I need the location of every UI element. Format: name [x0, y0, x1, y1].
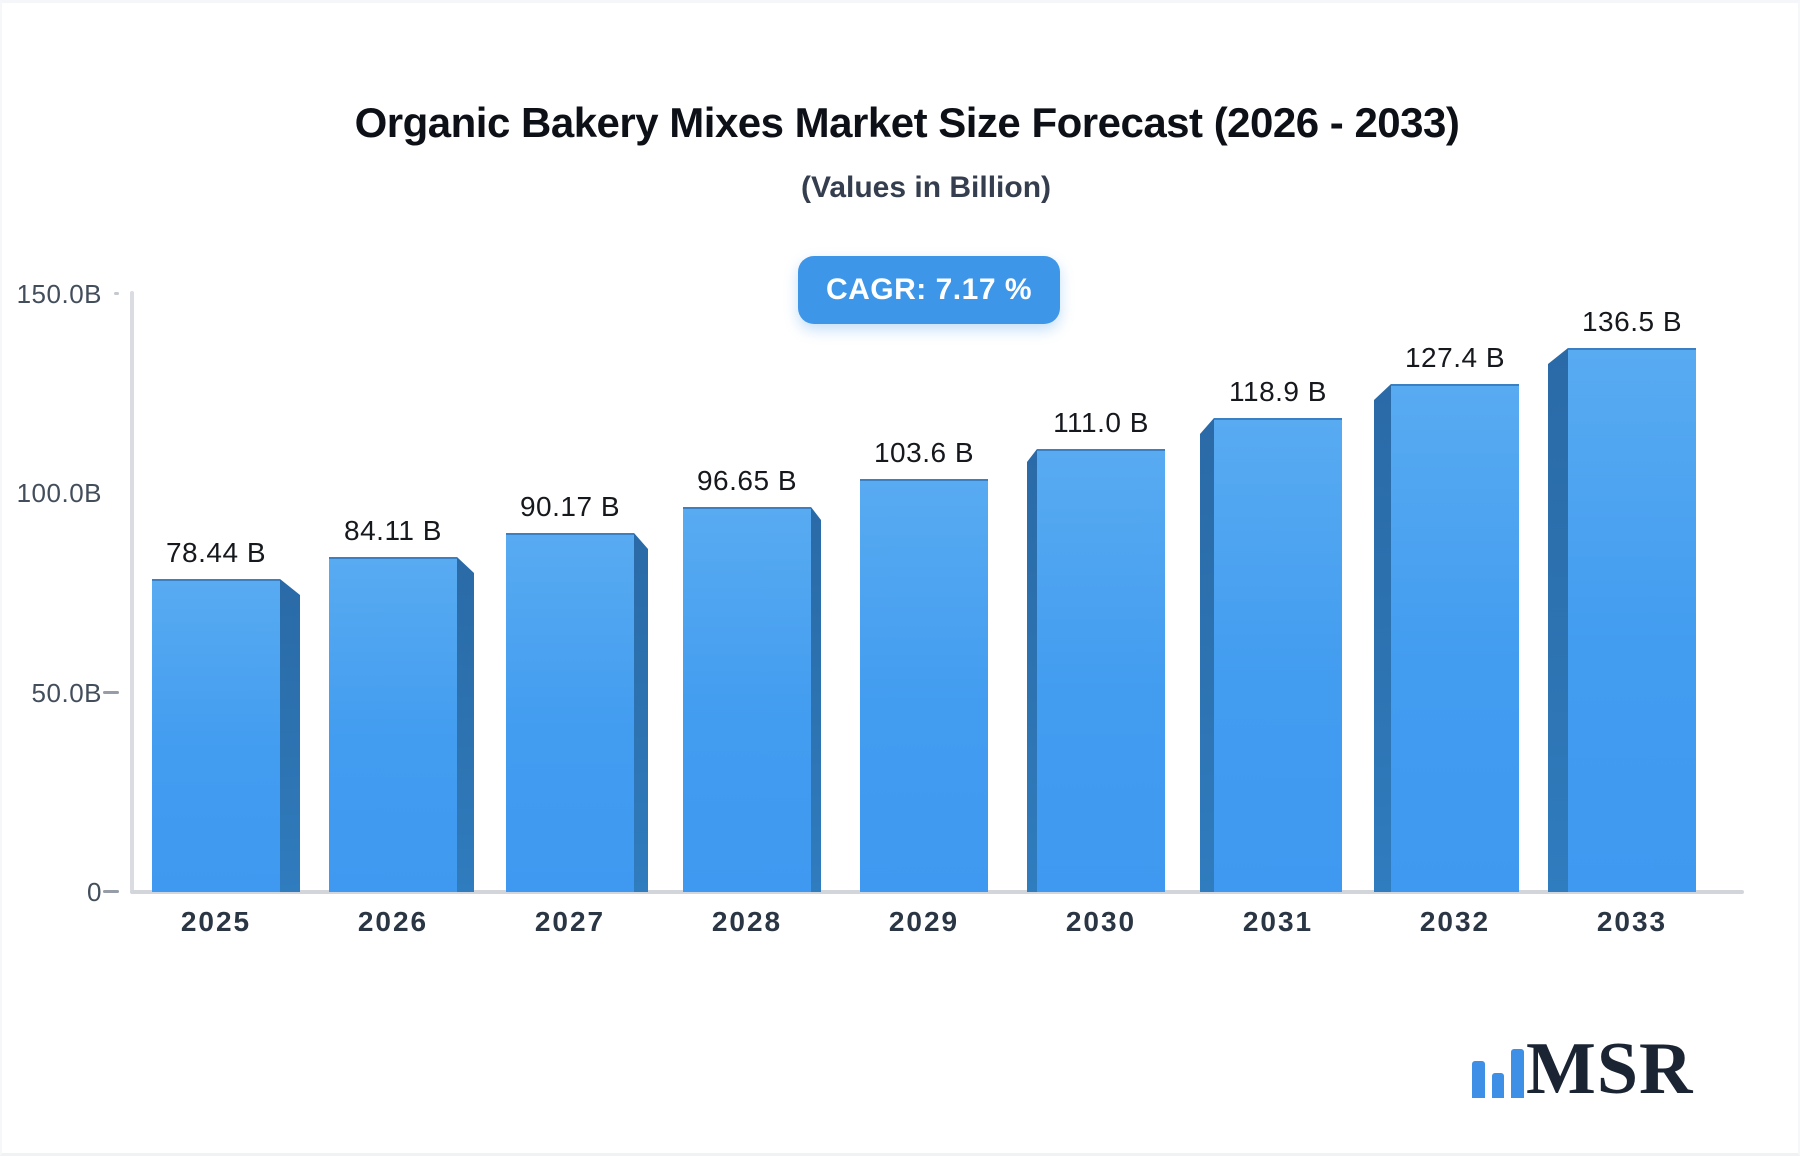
bar-2026[interactable]: [329, 557, 457, 892]
chart-title: Organic Bakery Mixes Market Size Forecas…: [354, 99, 1460, 146]
plot-area: 78.44 B 2025 84.11 B 2026 90.17 B 2027 96.65 B…: [2, 3, 1798, 1153]
chart-subtitle: (Values in Billion): [800, 171, 1052, 204]
y-axis-line: [130, 291, 134, 892]
bar-side-face-2033: [1548, 348, 1568, 892]
bar-2028[interactable]: [683, 507, 811, 892]
bar-2032[interactable]: [1391, 384, 1519, 892]
x-tick-label-2032: 2032: [1419, 906, 1491, 937]
x-tick-label-2031: 2031: [1242, 906, 1314, 937]
bar-2027[interactable]: [506, 533, 634, 892]
y-tick-label-100: 100.0B: [16, 478, 102, 508]
x-tick-label-2030: 2030: [1065, 906, 1137, 937]
x-tick-label-2029: 2029: [888, 906, 960, 937]
bar-value-label-2027: 90.17 B: [519, 491, 621, 522]
bar-2031[interactable]: [1214, 418, 1342, 892]
x-tick-label-2028: 2028: [711, 906, 783, 937]
bar-2030[interactable]: [1037, 449, 1165, 892]
x-tick-label-2033: 2033: [1596, 906, 1668, 937]
bar-value-label-2028: 96.65 B: [696, 465, 798, 496]
bar-2033[interactable]: [1568, 348, 1696, 892]
bar-side-face-2026: [457, 557, 474, 892]
x-tick-label-2026: 2026: [357, 906, 429, 937]
bar-side-face-2025: [280, 579, 300, 892]
cagr-badge: CAGR: 7.17 %: [798, 256, 1060, 324]
bar-value-label-2026: 84.11 B: [344, 515, 442, 546]
bar-value-label-2033: 136.5 B: [1581, 306, 1683, 337]
bar-side-face-2031: [1200, 418, 1214, 892]
msr-logo: MSR: [1468, 1028, 1748, 1113]
bar-value-label-2025: 78.44 B: [165, 537, 267, 568]
y-tick-label-50: 50.0B: [31, 678, 102, 708]
bar-side-face-2027: [634, 533, 648, 892]
bar-2025[interactable]: [152, 579, 280, 892]
bar-value-label-2029: 103.6 B: [873, 437, 975, 468]
y-tick-mark-50: [103, 691, 119, 694]
bar-value-label-2032: 127.4 B: [1404, 342, 1506, 373]
x-tick-label-2027: 2027: [534, 906, 606, 937]
x-axis-baseline: [130, 890, 1744, 894]
y-tick-label-0: 0: [87, 877, 102, 907]
bar-2029[interactable]: [860, 479, 988, 892]
y-tick-label-150: 150.0B: [16, 279, 102, 309]
logo-text: MSR: [1526, 1028, 1694, 1110]
bar-value-label-2030: 111.0 B: [1053, 407, 1149, 438]
bar-value-label-2031: 118.9 B: [1229, 376, 1327, 407]
bar-side-face-2028: [811, 507, 821, 892]
y-tick-mark-150: [114, 292, 119, 295]
bar-side-face-2032: [1374, 384, 1391, 892]
x-tick-label-2025: 2025: [180, 906, 252, 937]
cagr-badge-label: CAGR: 7.17 %: [825, 273, 1033, 306]
y-tick-mark-0: [103, 890, 119, 893]
bar-side-face-2030: [1027, 449, 1037, 892]
